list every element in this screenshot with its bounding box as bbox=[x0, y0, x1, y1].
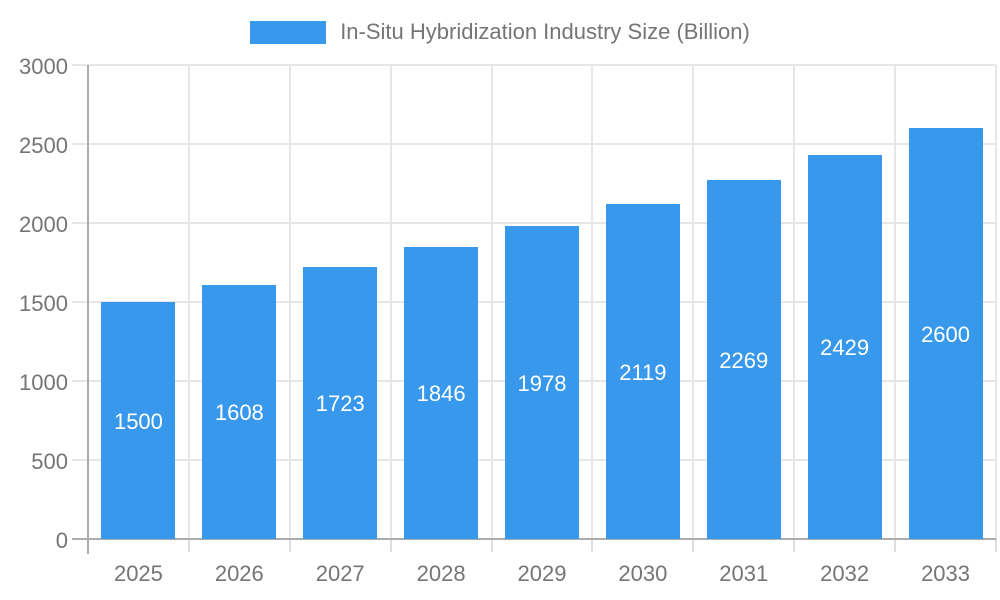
x-axis-tick bbox=[187, 539, 190, 552]
y-axis-tick bbox=[72, 380, 88, 382]
x-axis-label: 2029 bbox=[517, 561, 567, 586]
bar-2025: 1500 bbox=[101, 302, 176, 539]
x-gridline bbox=[490, 65, 493, 539]
y-axis-label: 2000 bbox=[19, 212, 68, 237]
x-gridline bbox=[389, 65, 392, 539]
y-axis-line bbox=[87, 65, 89, 554]
y-axis-label: 500 bbox=[31, 449, 68, 474]
y-gridline bbox=[88, 143, 996, 145]
bar-2033: 2600 bbox=[908, 128, 983, 539]
bar-value-label: 2429 bbox=[820, 335, 870, 361]
x-axis-label: 2032 bbox=[820, 561, 870, 586]
y-axis-label: 2500 bbox=[19, 133, 68, 158]
bar-value-label: 1723 bbox=[315, 390, 365, 416]
x-axis-tick bbox=[995, 539, 997, 552]
y-axis-label: 1500 bbox=[19, 291, 68, 316]
y-axis-tick bbox=[72, 222, 88, 224]
bar-2027: 1723 bbox=[303, 266, 378, 539]
x-axis-label: 2031 bbox=[719, 561, 769, 586]
x-gridline bbox=[894, 65, 897, 539]
y-axis-tick bbox=[72, 459, 88, 461]
x-gridline bbox=[995, 65, 997, 539]
bar-value-label: 1846 bbox=[416, 381, 466, 407]
y-axis-tick bbox=[72, 143, 88, 145]
legend-swatch bbox=[250, 20, 327, 44]
x-axis-line bbox=[72, 538, 996, 540]
legend[interactable]: In-Situ Hybridization Industry Size (Bil… bbox=[0, 19, 1000, 45]
bar-value-label: 2119 bbox=[619, 359, 667, 385]
x-gridline bbox=[288, 65, 291, 539]
y-axis-tick bbox=[72, 64, 88, 66]
y-axis-label: 1000 bbox=[19, 370, 68, 395]
bar-value-label: 1978 bbox=[517, 370, 567, 396]
bar-value-label: 2269 bbox=[719, 347, 769, 373]
y-axis-tick bbox=[72, 301, 88, 303]
x-gridline bbox=[591, 65, 594, 539]
legend-label: In-Situ Hybridization Industry Size (Bil… bbox=[340, 19, 750, 44]
x-axis-tick bbox=[490, 539, 493, 552]
x-axis-label: 2030 bbox=[618, 561, 668, 586]
bar-value-label: 1608 bbox=[214, 399, 264, 425]
x-gridline bbox=[187, 65, 190, 539]
bar-value-label: 2600 bbox=[921, 321, 971, 347]
y-axis-label: 3000 bbox=[19, 54, 68, 79]
x-axis-tick bbox=[894, 539, 897, 552]
bar-2030: 2119 bbox=[605, 204, 680, 539]
x-axis-tick bbox=[793, 539, 796, 552]
x-axis-tick bbox=[389, 539, 392, 552]
x-axis-tick bbox=[692, 539, 695, 552]
x-gridline bbox=[793, 65, 796, 539]
x-axis-label: 2033 bbox=[921, 561, 971, 586]
x-gridline bbox=[692, 65, 695, 539]
bar-value-label: 1500 bbox=[113, 408, 163, 434]
bar-2029: 1978 bbox=[505, 226, 579, 539]
bar-2026: 1608 bbox=[202, 284, 277, 539]
x-axis-tick bbox=[591, 539, 594, 552]
y-axis-label: 0 bbox=[55, 528, 68, 553]
y-gridline bbox=[88, 222, 996, 224]
bar-2028: 1846 bbox=[404, 247, 479, 539]
x-axis-label: 2027 bbox=[315, 561, 365, 586]
x-axis-tick bbox=[288, 539, 291, 552]
x-axis-label: 2026 bbox=[214, 561, 264, 586]
bar-2032: 2429 bbox=[807, 155, 882, 539]
x-axis-label: 2028 bbox=[416, 561, 466, 586]
y-gridline bbox=[88, 64, 996, 66]
x-axis-label: 2025 bbox=[113, 561, 163, 586]
bar-2031: 2269 bbox=[706, 180, 781, 539]
